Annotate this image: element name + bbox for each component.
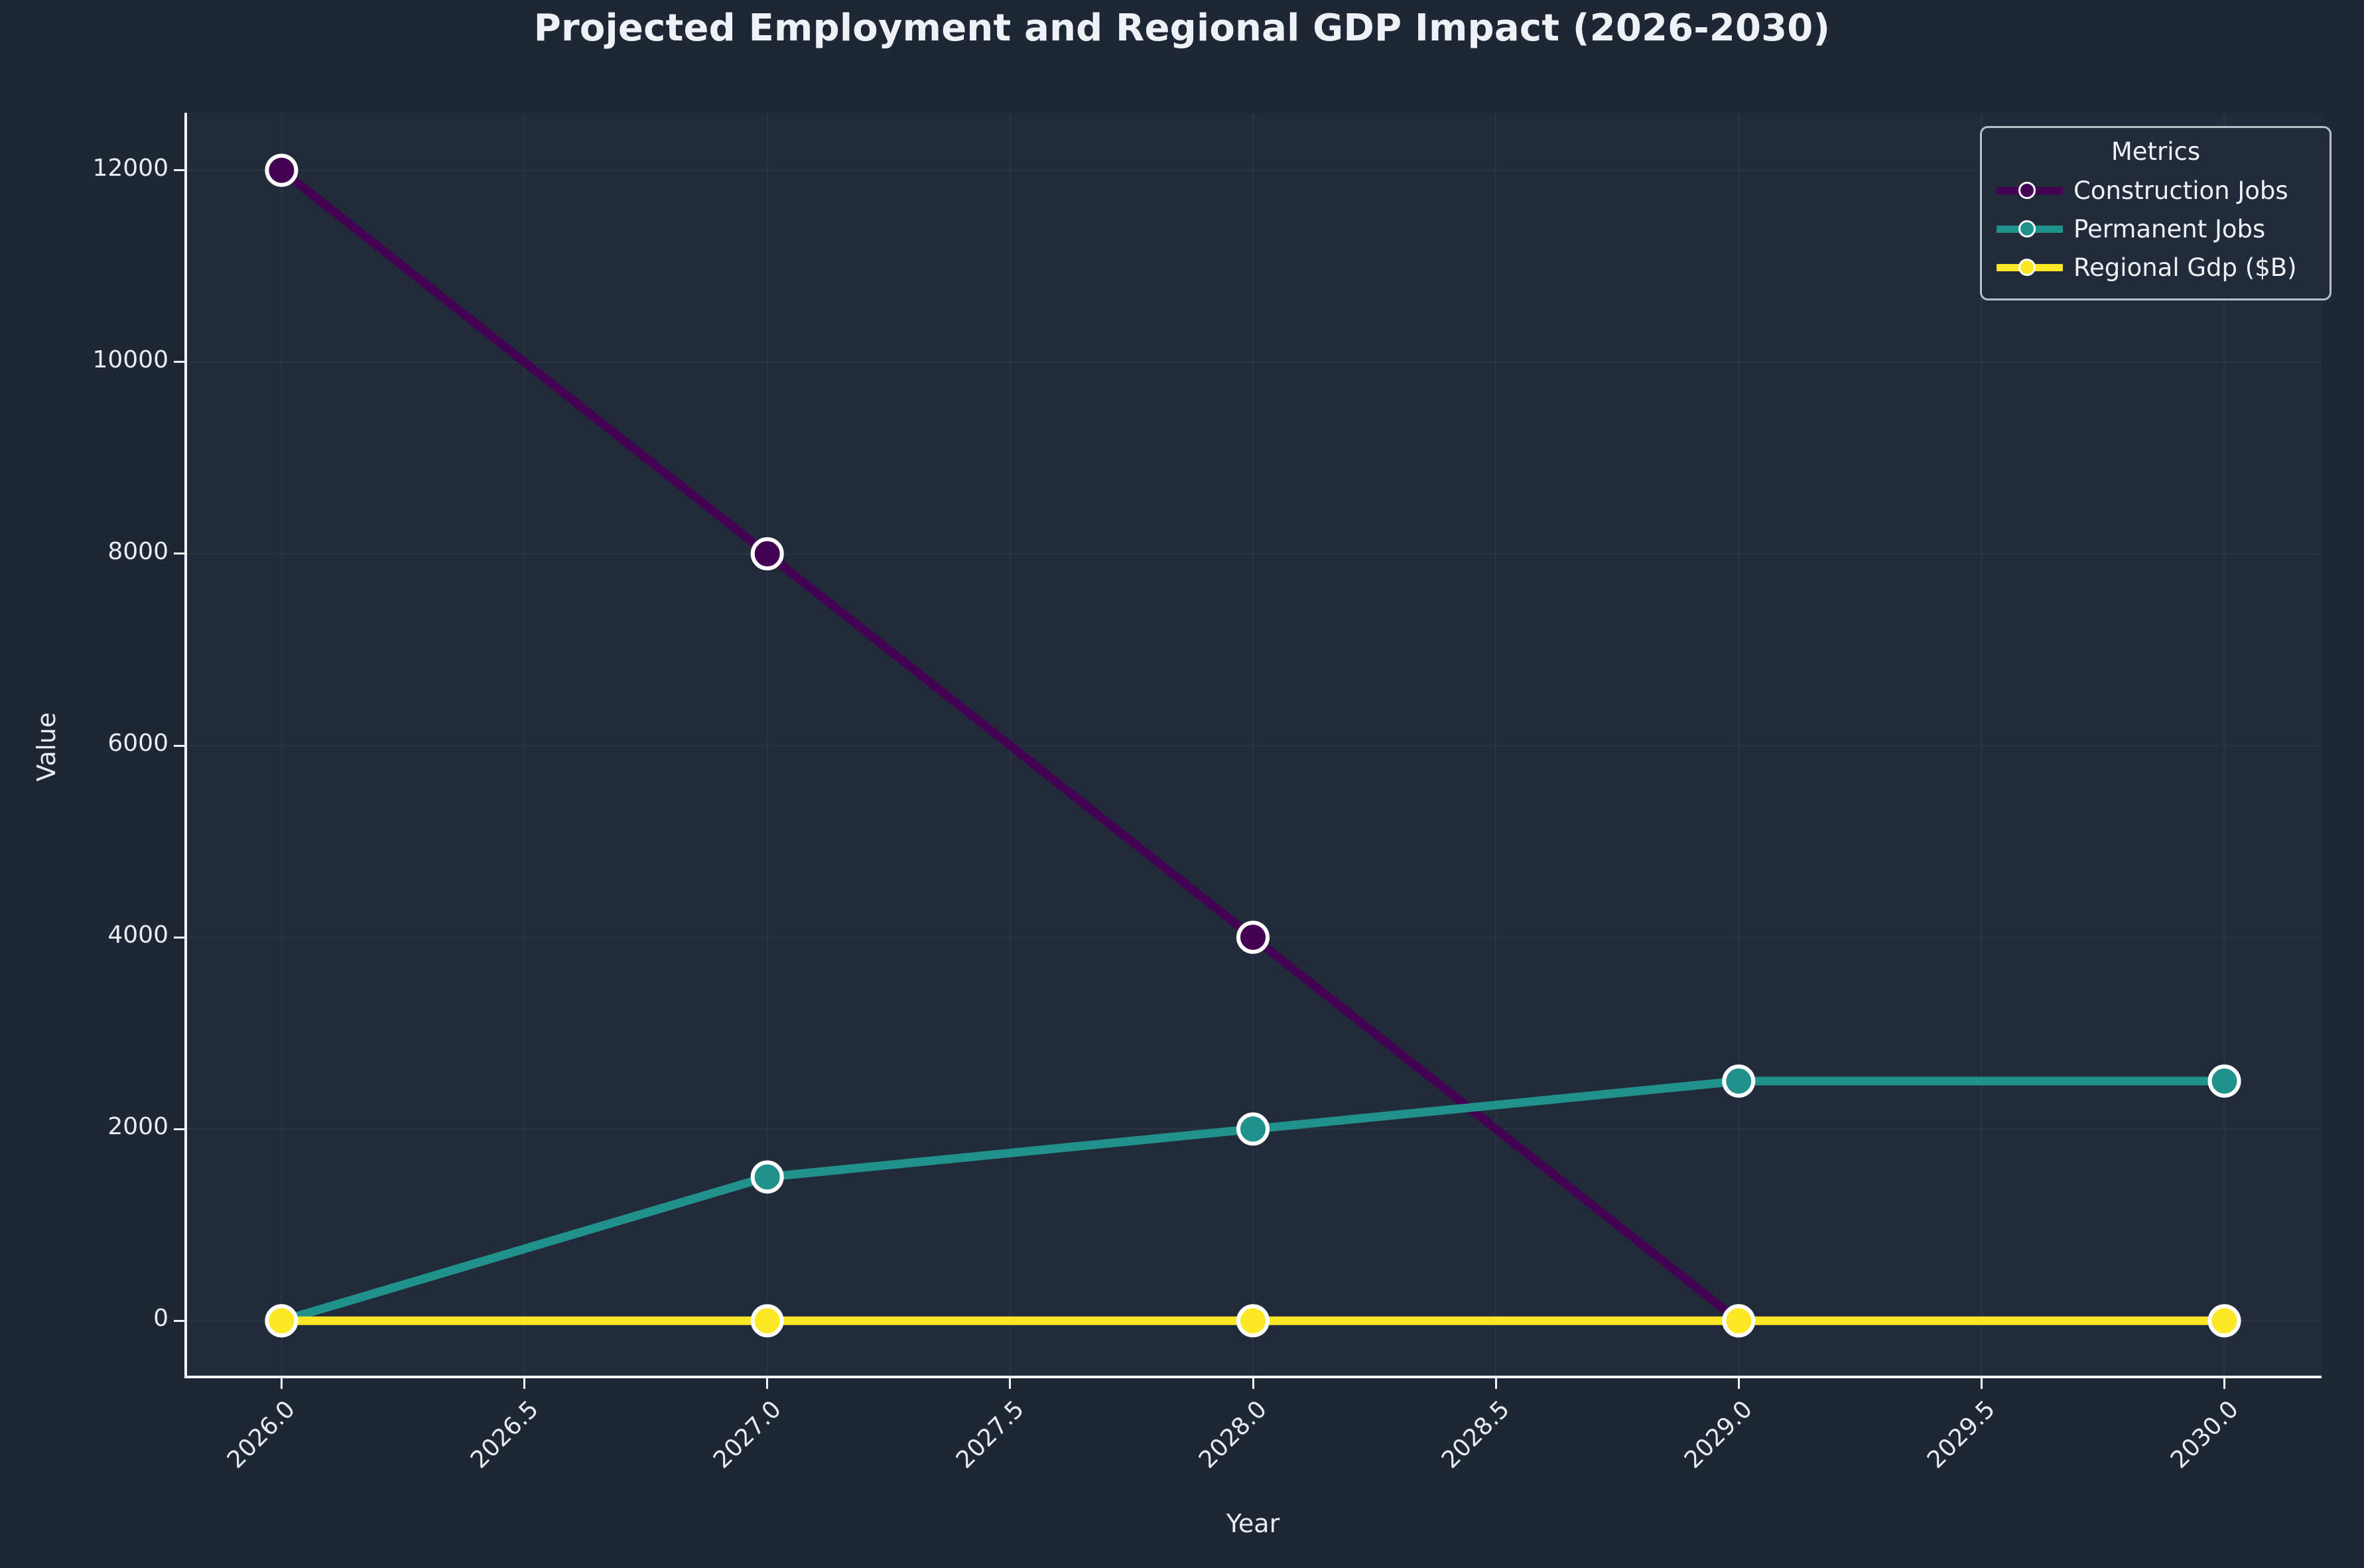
legend-swatch xyxy=(1997,175,2063,206)
page-title: Projected Employment and Regional GDP Im… xyxy=(533,7,1831,50)
x-axis-spine xyxy=(184,1376,2322,1378)
data-point-marker[interactable] xyxy=(265,153,298,187)
y-tick-label: 2000 xyxy=(107,1113,168,1141)
y-tick-label: 0 xyxy=(153,1305,168,1333)
x-tick-mark xyxy=(280,1378,283,1389)
legend-marker-icon xyxy=(2018,220,2036,237)
legend: Metrics Construction Jobs Permanent Jobs R… xyxy=(1980,126,2331,300)
x-tick-label: 2029.5 xyxy=(1922,1396,2001,1474)
legend-swatch xyxy=(1997,214,2063,244)
x-tick-label: 2026.5 xyxy=(465,1396,544,1474)
x-tick-mark xyxy=(766,1378,769,1389)
legend-entries: Construction Jobs Permanent Jobs Regional … xyxy=(1997,171,2315,287)
y-tick-mark xyxy=(174,361,184,363)
x-tick-mark xyxy=(2223,1378,2226,1389)
y-tick-mark xyxy=(174,936,184,939)
data-point-marker[interactable] xyxy=(750,1160,784,1194)
x-tick-label: 2028.0 xyxy=(1193,1396,1272,1474)
y-tick-label: 8000 xyxy=(107,537,168,565)
x-tick-label: 2026.0 xyxy=(222,1396,301,1474)
y-tick-mark xyxy=(174,553,184,555)
gridlines xyxy=(184,113,2322,1378)
x-tick-label: 2027.5 xyxy=(951,1396,1029,1474)
y-axis-label: Value xyxy=(32,712,61,782)
x-tick-mark xyxy=(523,1378,526,1389)
legend-marker-icon xyxy=(2018,259,2036,276)
y-tick-label: 12000 xyxy=(92,154,168,182)
y-tick-mark xyxy=(174,1128,184,1130)
x-tick-label: 2028.5 xyxy=(1437,1396,1516,1474)
x-tick-mark xyxy=(1009,1378,1012,1389)
legend-entry[interactable]: Construction Jobs xyxy=(1997,171,2315,210)
legend-marker-icon xyxy=(2018,182,2036,199)
legend-label: Permanent Jobs xyxy=(2073,214,2266,243)
x-tick-label: 2030.0 xyxy=(2165,1396,2244,1474)
x-tick-label: 2027.0 xyxy=(708,1396,787,1474)
data-point-marker[interactable] xyxy=(1722,1304,1756,1338)
data-point-marker[interactable] xyxy=(2207,1064,2241,1098)
marker-layer xyxy=(265,153,2241,1338)
data-point-marker[interactable] xyxy=(750,537,784,570)
x-tick-mark xyxy=(1980,1378,1983,1389)
legend-title: Metrics xyxy=(2111,137,2201,166)
y-axis-spine xyxy=(184,113,187,1378)
x-tick-mark xyxy=(1494,1378,1497,1389)
plot-svg xyxy=(184,113,2322,1378)
y-tick-mark xyxy=(174,744,184,747)
series-line xyxy=(279,166,1742,1325)
legend-entry[interactable]: Permanent Jobs xyxy=(1997,210,2315,248)
data-point-marker[interactable] xyxy=(265,1304,298,1338)
y-tick-label: 6000 xyxy=(107,730,168,757)
x-tick-label: 2029.0 xyxy=(1679,1396,1758,1474)
data-point-marker[interactable] xyxy=(1722,1064,1756,1098)
y-tick-label: 4000 xyxy=(107,921,168,949)
legend-label: Construction Jobs xyxy=(2073,176,2288,205)
data-point-marker[interactable] xyxy=(1236,921,1270,954)
x-tick-mark xyxy=(1252,1378,1254,1389)
legend-swatch xyxy=(1997,252,2063,283)
data-point-marker[interactable] xyxy=(2207,1304,2241,1338)
legend-entry[interactable]: Regional Gdp ($B) xyxy=(1997,248,2315,287)
data-point-marker[interactable] xyxy=(1236,1304,1270,1338)
data-point-marker[interactable] xyxy=(1236,1112,1270,1146)
y-tick-mark xyxy=(174,1319,184,1322)
x-axis-label: Year xyxy=(1226,1509,1280,1538)
plot-area xyxy=(184,113,2322,1378)
y-tick-label: 10000 xyxy=(92,346,168,373)
y-tick-mark xyxy=(174,169,184,172)
x-tick-mark xyxy=(1737,1378,1740,1389)
data-point-marker[interactable] xyxy=(750,1304,784,1338)
legend-label: Regional Gdp ($B) xyxy=(2073,253,2297,282)
